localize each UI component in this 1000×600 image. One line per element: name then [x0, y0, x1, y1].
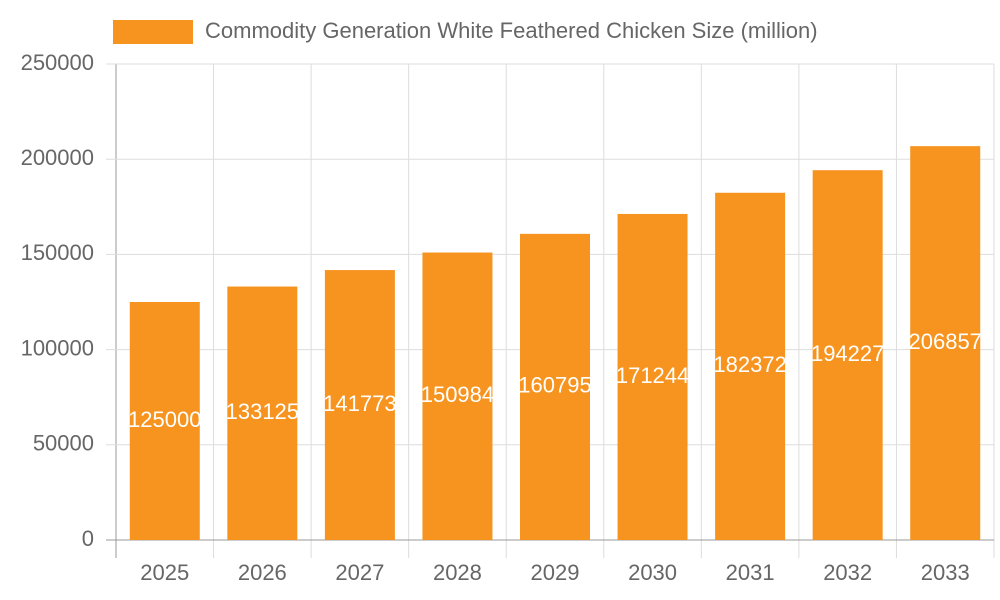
- x-tick-label: 2025: [140, 560, 189, 585]
- y-tick-label: 50000: [33, 431, 94, 456]
- x-tick-label: 2031: [726, 560, 775, 585]
- bar: [520, 233, 590, 540]
- x-tick-label: 2032: [823, 560, 872, 585]
- bar: [422, 252, 493, 540]
- data-label: 125000: [128, 407, 201, 432]
- bar: [812, 170, 883, 541]
- y-tick-label: 150000: [21, 240, 94, 265]
- bar: [227, 286, 298, 540]
- y-tick-label: 0: [82, 526, 94, 551]
- y-tick-label: 200000: [21, 145, 94, 170]
- x-tick-label: 2026: [238, 560, 287, 585]
- data-label: 182372: [713, 352, 786, 377]
- x-tick-label: 2028: [433, 560, 482, 585]
- legend-label: Commodity Generation White Feathered Chi…: [205, 18, 818, 43]
- bar: [715, 192, 786, 540]
- data-label: 194227: [811, 341, 884, 366]
- data-label: 206857: [909, 329, 982, 354]
- bar: [910, 146, 981, 540]
- x-tick-label: 2029: [531, 560, 580, 585]
- data-label: 150984: [421, 382, 494, 407]
- y-tick-label: 100000: [21, 335, 94, 360]
- data-label: 171244: [616, 363, 689, 388]
- y-tick-label: 250000: [21, 50, 94, 75]
- data-label: 160795: [518, 373, 591, 398]
- x-tick-label: 2027: [335, 560, 384, 585]
- bar: [129, 302, 200, 540]
- legend-swatch: [113, 20, 193, 44]
- x-tick-label: 2033: [921, 560, 970, 585]
- bar: [324, 270, 395, 540]
- data-label: 141773: [323, 391, 396, 416]
- bar: [617, 213, 688, 541]
- data-label: 133125: [226, 399, 299, 424]
- x-tick-label: 2030: [628, 560, 677, 585]
